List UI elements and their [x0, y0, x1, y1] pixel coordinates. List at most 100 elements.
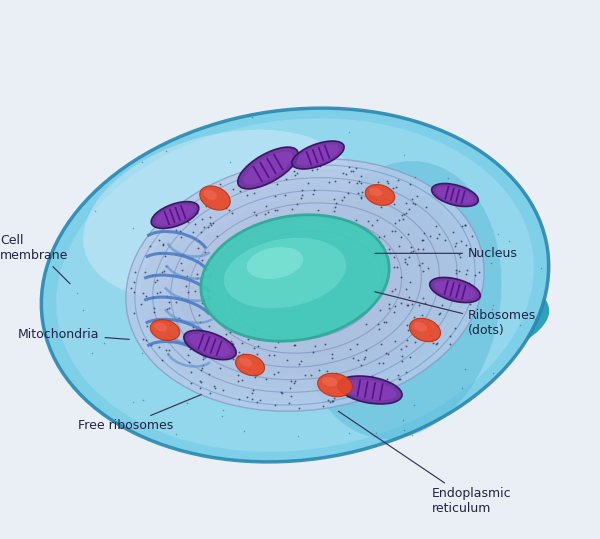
Point: [410, 173, 420, 182]
Point: [340, 193, 349, 202]
Point: [209, 219, 218, 227]
Point: [388, 184, 398, 192]
Point: [475, 267, 484, 276]
Text: Ribosomes
(dots): Ribosomes (dots): [374, 292, 536, 337]
Point: [406, 243, 416, 252]
Point: [379, 317, 389, 326]
Point: [163, 292, 172, 300]
Point: [439, 277, 448, 285]
Point: [139, 334, 148, 343]
Point: [325, 397, 335, 406]
Ellipse shape: [224, 238, 346, 308]
Point: [461, 285, 470, 293]
Point: [401, 285, 411, 293]
Point: [420, 299, 430, 308]
Point: [194, 237, 203, 245]
Point: [234, 348, 244, 356]
Point: [171, 298, 181, 306]
Point: [365, 192, 374, 201]
Point: [188, 228, 198, 237]
Text: Nucleus: Nucleus: [375, 247, 518, 260]
Point: [145, 241, 155, 250]
Point: [406, 326, 415, 334]
Point: [150, 278, 160, 287]
Point: [505, 237, 514, 246]
Point: [221, 329, 231, 338]
Point: [397, 232, 406, 241]
Point: [371, 429, 381, 438]
Point: [186, 368, 196, 376]
Point: [437, 301, 447, 309]
Point: [316, 162, 325, 170]
Point: [238, 339, 247, 348]
Point: [450, 324, 460, 333]
Point: [408, 247, 418, 255]
Point: [329, 206, 339, 215]
Point: [388, 227, 397, 236]
Point: [142, 322, 151, 330]
Point: [272, 179, 281, 188]
Ellipse shape: [188, 334, 232, 356]
Point: [320, 340, 330, 348]
Point: [206, 213, 215, 222]
Point: [171, 430, 181, 439]
Point: [233, 370, 243, 379]
Ellipse shape: [203, 190, 217, 200]
Point: [182, 296, 192, 305]
Ellipse shape: [239, 357, 252, 367]
Point: [431, 222, 441, 230]
Point: [343, 392, 353, 400]
Point: [185, 344, 195, 353]
Point: [204, 322, 214, 331]
Point: [176, 233, 185, 241]
Point: [260, 165, 270, 174]
Point: [184, 358, 194, 367]
Point: [273, 337, 283, 346]
Ellipse shape: [244, 151, 293, 184]
Point: [361, 345, 371, 354]
Point: [149, 307, 158, 316]
Point: [328, 349, 337, 358]
Point: [295, 360, 304, 368]
Point: [195, 376, 205, 385]
Point: [187, 338, 196, 347]
Text: Cell
membrane: Cell membrane: [0, 234, 70, 284]
Point: [196, 366, 206, 375]
Point: [100, 338, 109, 347]
Point: [202, 202, 211, 211]
Point: [432, 338, 442, 347]
Point: [445, 340, 454, 349]
Point: [308, 348, 318, 356]
Point: [331, 199, 341, 208]
Point: [301, 371, 310, 379]
Point: [434, 230, 444, 238]
Point: [199, 193, 209, 202]
Point: [197, 255, 206, 264]
Point: [536, 264, 546, 272]
Point: [422, 202, 431, 211]
Point: [457, 237, 466, 246]
Point: [310, 185, 319, 194]
Point: [379, 231, 389, 240]
Point: [200, 248, 209, 257]
Point: [181, 282, 191, 291]
Point: [417, 259, 427, 268]
Point: [487, 305, 497, 313]
Point: [181, 333, 190, 342]
Point: [330, 202, 340, 211]
Point: [488, 368, 497, 377]
Point: [436, 309, 445, 317]
Point: [162, 305, 172, 313]
Point: [263, 208, 273, 216]
Point: [226, 328, 235, 336]
Ellipse shape: [431, 183, 478, 206]
Point: [406, 247, 416, 256]
Point: [377, 191, 387, 199]
Point: [454, 250, 463, 259]
Ellipse shape: [151, 202, 199, 229]
Point: [338, 169, 348, 177]
Point: [260, 210, 269, 219]
Point: [357, 188, 367, 196]
Point: [250, 344, 259, 353]
Point: [391, 219, 400, 227]
